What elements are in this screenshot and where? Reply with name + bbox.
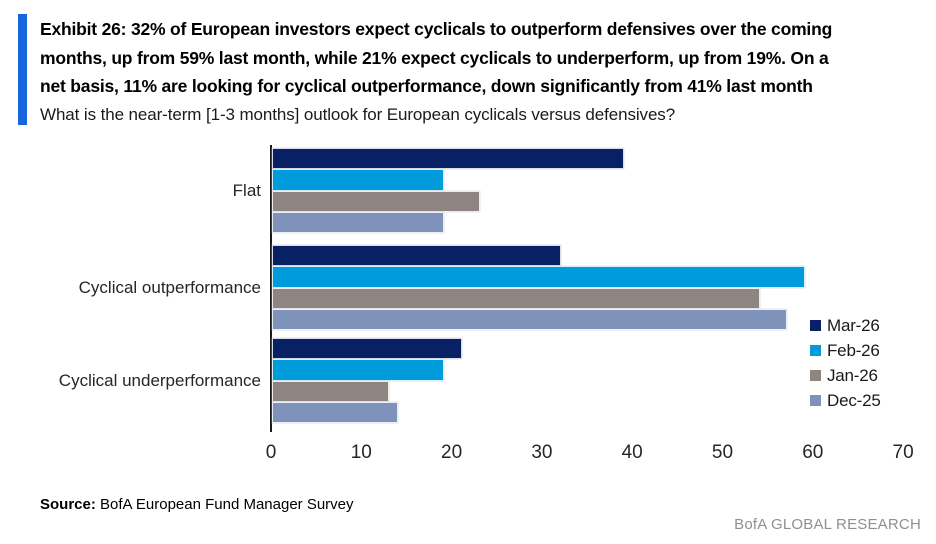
exhibit-title-line-1: Exhibit 26: 32% of European investors ex…	[40, 19, 833, 39]
x-tick-40: 40	[621, 442, 643, 463]
bar-cyclical-underperformance-dec-25	[272, 401, 399, 423]
category-label-cyclical-underperformance: Cyclical underperformance	[58, 370, 261, 390]
legend-item-dec-25: Dec-25	[810, 388, 881, 413]
category-label-cyclical-outperformance: Cyclical outperformance	[78, 277, 261, 297]
title-block: Exhibit 26: 32% of European investors ex…	[40, 15, 930, 129]
bar-cyclical-outperformance-mar-26	[272, 245, 561, 267]
legend-label-mar-26: Mar-26	[827, 315, 880, 335]
x-tick-30: 30	[531, 442, 553, 463]
exhibit-title-line-2: months, up from 59% last month, while 21…	[40, 47, 829, 68]
category-label-flat: Flat	[232, 180, 261, 200]
source-label: Source:	[40, 496, 96, 513]
bar-cyclical-outperformance-feb-26	[272, 266, 805, 288]
bar-cyclical-underperformance-mar-26	[272, 338, 462, 360]
x-tick-20: 20	[441, 442, 463, 463]
legend-swatch-feb-26	[810, 345, 821, 356]
legend-item-jan-26: Jan-26	[810, 363, 881, 388]
x-tick-0: 0	[265, 442, 277, 463]
x-tick-60: 60	[802, 442, 824, 463]
legend-item-feb-26: Feb-26	[810, 338, 881, 363]
bar-cyclical-underperformance-jan-26	[272, 380, 390, 402]
bar-chart: Flat Cyclical outperformance Cyclical unde…	[0, 138, 936, 478]
legend-label-dec-25: Dec-25	[827, 390, 881, 410]
legend-swatch-dec-25	[810, 395, 821, 406]
legend-label-jan-26: Jan-26	[827, 365, 878, 385]
bar-flat-feb-26	[272, 169, 444, 191]
bar-flat-jan-26	[272, 190, 480, 212]
legend-label-feb-26: Feb-26	[827, 340, 880, 360]
x-tick-10: 10	[350, 442, 372, 463]
brand-mark: BofA GLOBAL RESEARCH	[734, 516, 921, 533]
y-axis-line	[270, 145, 272, 432]
x-tick-50: 50	[711, 442, 734, 463]
legend-swatch-mar-26	[810, 320, 821, 331]
bar-cyclical-outperformance-jan-26	[272, 287, 760, 309]
legend-item-mar-26: Mar-26	[810, 313, 881, 338]
source-text: BofA European Fund Manager Survey	[95, 496, 354, 513]
chart-legend: Mar-26 Feb-26 Jan-26 Dec-25	[810, 313, 881, 413]
title-accent-bar	[18, 14, 27, 125]
chart-question: What is the near-term [1-3 months] outlo…	[40, 104, 676, 124]
source-note: Source: BofA European Fund Manager Surve…	[40, 496, 354, 513]
bar-flat-dec-25	[272, 211, 444, 233]
bar-cyclical-outperformance-dec-25	[272, 308, 787, 330]
bar-cyclical-underperformance-feb-26	[272, 359, 444, 381]
exhibit-title-line-3: net basis, 11% are looking for cyclical …	[40, 76, 813, 96]
bar-flat-mar-26	[272, 148, 625, 170]
legend-swatch-jan-26	[810, 370, 821, 381]
x-tick-70: 70	[892, 442, 914, 463]
